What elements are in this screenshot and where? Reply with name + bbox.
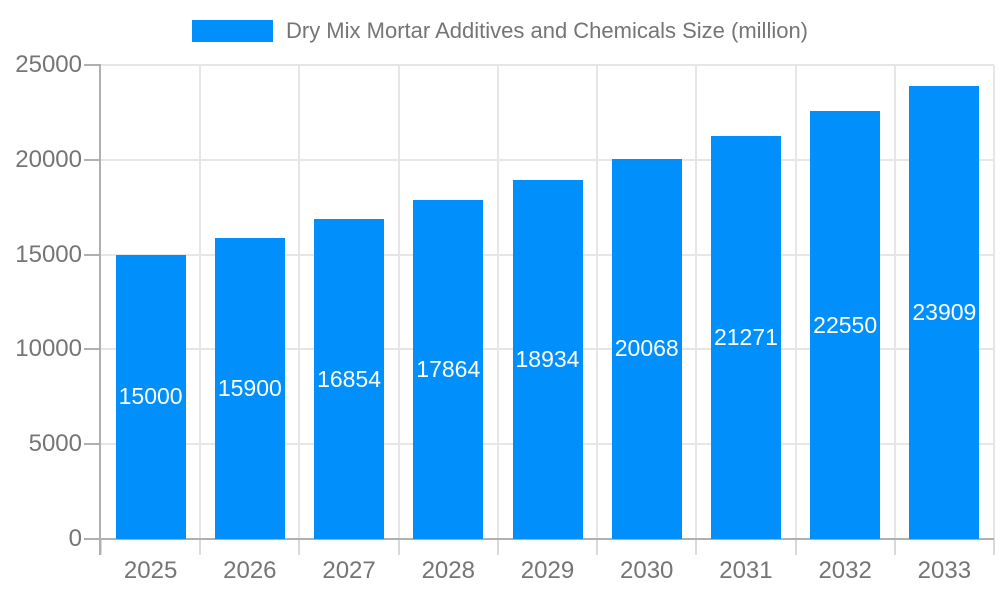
y-gridline — [101, 158, 994, 161]
y-tick-mark — [84, 64, 101, 66]
x-gridline — [298, 65, 301, 539]
x-axis-label: 2029 — [520, 557, 575, 584]
x-tick-mark — [794, 539, 797, 555]
x-axis-label: 2026 — [223, 557, 277, 584]
x-gridline — [496, 65, 499, 539]
y-tick-mark — [84, 348, 101, 351]
bar[interactable]: 17864 — [413, 200, 484, 539]
y-axis-label: 15000 — [15, 240, 82, 268]
bar[interactable]: 22550 — [810, 111, 881, 539]
x-tick-mark — [100, 539, 102, 555]
y-tick-mark — [84, 253, 101, 256]
x-gridline — [695, 65, 698, 539]
bar-value-label: 18934 — [515, 345, 580, 372]
x-tick-mark — [496, 539, 499, 555]
x-axis-label: 2030 — [620, 557, 674, 584]
bar[interactable]: 23909 — [909, 85, 980, 539]
x-tick-mark — [695, 539, 698, 555]
x-gridline — [794, 65, 797, 539]
x-tick-mark — [993, 539, 995, 555]
x-tick-mark — [596, 539, 599, 555]
x-gridline — [893, 65, 896, 539]
bar-value-label: 21271 — [713, 323, 778, 350]
x-axis-label: 2033 — [917, 557, 972, 584]
y-axis-label: 10000 — [15, 335, 82, 363]
y-axis-line — [99, 65, 101, 555]
x-axis-label: 2025 — [123, 557, 178, 584]
x-gridline — [596, 65, 599, 539]
y-tick-mark — [84, 158, 101, 161]
x-axis-label: 2032 — [818, 557, 872, 584]
y-axis-label: 25000 — [15, 51, 82, 78]
y-axis-label: 5000 — [28, 430, 82, 458]
bar[interactable]: 20068 — [611, 158, 682, 539]
y-axis-label: 0 — [68, 525, 82, 552]
bar-value-label: 23909 — [912, 298, 977, 325]
x-gridline — [199, 65, 202, 539]
x-tick-mark — [298, 539, 301, 555]
bar-value-label: 15900 — [217, 374, 282, 401]
x-axis-label: 2031 — [719, 557, 773, 584]
bar[interactable]: 15000 — [115, 254, 186, 539]
bar[interactable]: 18934 — [512, 180, 583, 539]
bar-value-label: 15000 — [118, 383, 183, 410]
bar-value-label: 22550 — [813, 311, 878, 338]
y-tick-mark — [84, 538, 101, 540]
y-axis-label: 20000 — [15, 145, 82, 173]
x-axis-label: 2027 — [322, 557, 376, 584]
x-tick-mark — [893, 539, 896, 555]
x-tick-mark — [397, 539, 400, 555]
bar[interactable]: 16854 — [314, 219, 385, 539]
bar-value-label: 17864 — [416, 356, 481, 383]
legend-swatch — [191, 20, 273, 42]
bar-value-label: 20068 — [614, 335, 679, 362]
bar[interactable]: 21271 — [710, 135, 781, 539]
x-gridline — [397, 65, 400, 539]
y-tick-mark — [84, 443, 101, 446]
y-gridline — [101, 64, 994, 66]
bar[interactable]: 15900 — [214, 237, 285, 539]
legend[interactable]: Dry Mix Mortar Additives and Chemicals S… — [0, 16, 1000, 46]
x-gridline — [993, 65, 995, 539]
bar-value-label: 16854 — [317, 365, 382, 392]
x-axis-label: 2028 — [421, 557, 475, 584]
legend-label: Dry Mix Mortar Additives and Chemicals S… — [285, 18, 809, 43]
x-axis-line — [101, 538, 994, 540]
x-tick-mark — [199, 539, 202, 555]
